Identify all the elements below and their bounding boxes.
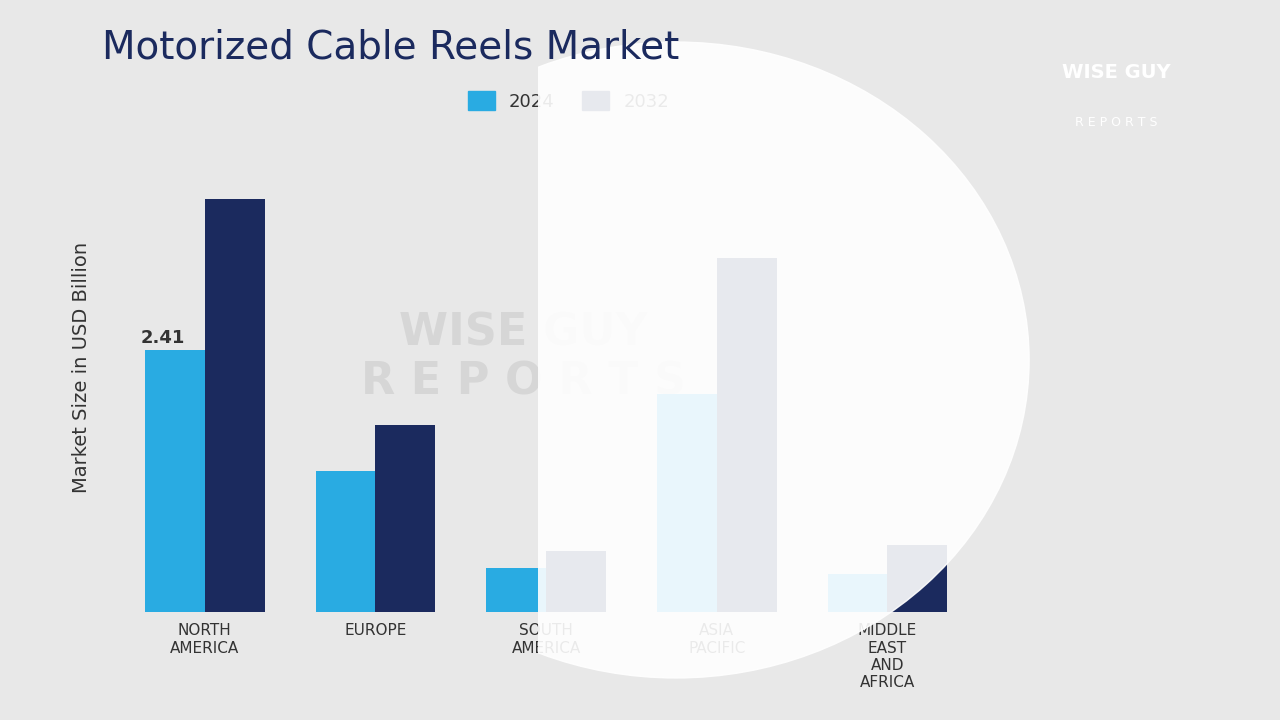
Text: WISE GUY: WISE GUY (1062, 63, 1171, 81)
Y-axis label: Market Size in USD Billion: Market Size in USD Billion (72, 242, 91, 492)
Bar (145, 350, 205, 612)
Bar (717, 258, 777, 612)
Bar (828, 574, 887, 612)
Bar (486, 569, 547, 612)
Bar (205, 199, 265, 612)
Bar (375, 425, 435, 612)
Text: 2.41: 2.41 (141, 329, 186, 347)
Bar (887, 544, 947, 612)
Circle shape (323, 42, 1029, 678)
Text: WISE GUY
R E P O R T S: WISE GUY R E P O R T S (361, 311, 686, 404)
Text: R E P O R T S: R E P O R T S (1075, 116, 1158, 129)
Bar (657, 395, 717, 612)
Bar (547, 551, 605, 612)
Bar (316, 471, 375, 612)
Legend: 2024, 2032: 2024, 2032 (458, 83, 678, 120)
Text: Motorized Cable Reels Market: Motorized Cable Reels Market (102, 29, 680, 67)
